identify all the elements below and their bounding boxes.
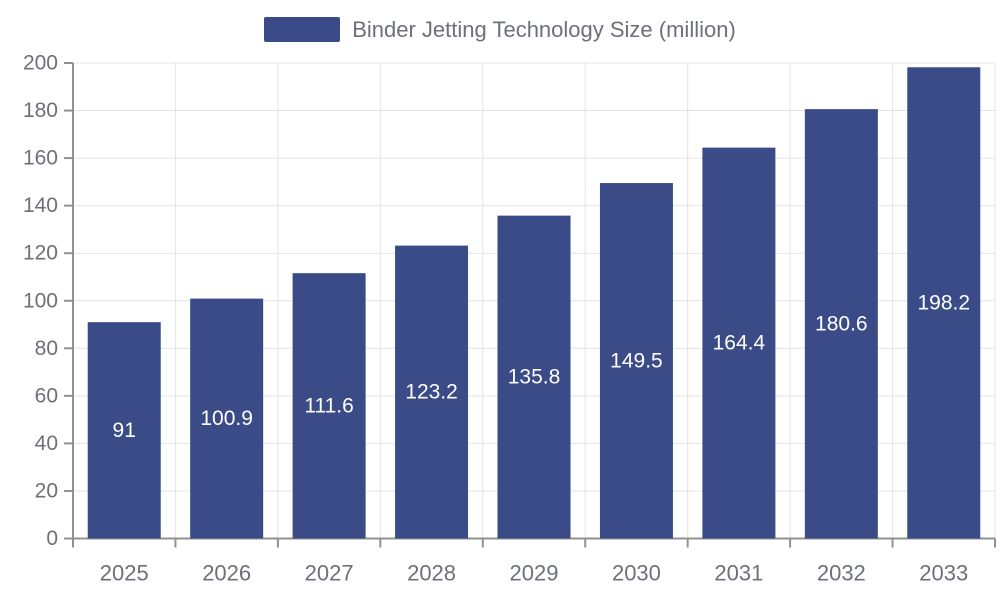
- x-tick-label: 2031: [714, 561, 763, 586]
- bar[interactable]: [907, 67, 981, 539]
- y-tick-label: 160: [23, 147, 58, 170]
- bar[interactable]: [395, 245, 469, 539]
- legend-label: Binder Jetting Technology Size (million): [352, 17, 736, 42]
- legend-swatch-icon: [264, 17, 341, 42]
- bar[interactable]: [190, 298, 264, 539]
- x-tick-label: 2030: [612, 561, 661, 586]
- bar[interactable]: [804, 109, 878, 539]
- x-tick-label: 2033: [919, 561, 968, 586]
- bar-value-label: 198.2: [917, 291, 970, 314]
- bar[interactable]: [497, 215, 571, 539]
- legend-item[interactable]: Binder Jetting Technology Size (million): [0, 17, 1000, 42]
- y-tick-label: 100: [23, 289, 58, 312]
- x-tick-label: 2028: [407, 561, 456, 586]
- bar-value-label: 180.6: [815, 312, 868, 335]
- x-tick-label: 2027: [305, 561, 354, 586]
- bar-value-label: 123.2: [405, 381, 458, 404]
- y-tick-label: 0: [46, 527, 58, 550]
- x-tick-label: 2032: [817, 561, 866, 586]
- y-tick-label: 60: [35, 384, 58, 407]
- y-tick-label: 180: [23, 99, 58, 122]
- x-tick-label: 2025: [100, 561, 149, 586]
- x-tick-label: 2026: [202, 561, 251, 586]
- bar-value-label: 164.4: [713, 332, 766, 355]
- y-tick-label: 140: [23, 194, 58, 217]
- y-tick-label: 40: [35, 432, 58, 455]
- bar[interactable]: [292, 273, 366, 539]
- bar-value-label: 111.6: [304, 394, 353, 417]
- y-tick-label: 200: [23, 52, 58, 75]
- bar-value-label: 100.9: [200, 407, 253, 430]
- bar[interactable]: [702, 147, 776, 539]
- y-tick-label: 120: [23, 242, 58, 265]
- y-tick-label: 80: [35, 337, 58, 360]
- x-tick-label: 2029: [510, 561, 559, 586]
- bar-value-label: 135.8: [508, 366, 561, 389]
- bar-value-label: 149.5: [610, 349, 663, 372]
- y-tick-label: 20: [35, 479, 58, 502]
- bar[interactable]: [87, 322, 161, 539]
- bar[interactable]: [599, 183, 673, 539]
- bar-value-label: 91: [113, 419, 136, 442]
